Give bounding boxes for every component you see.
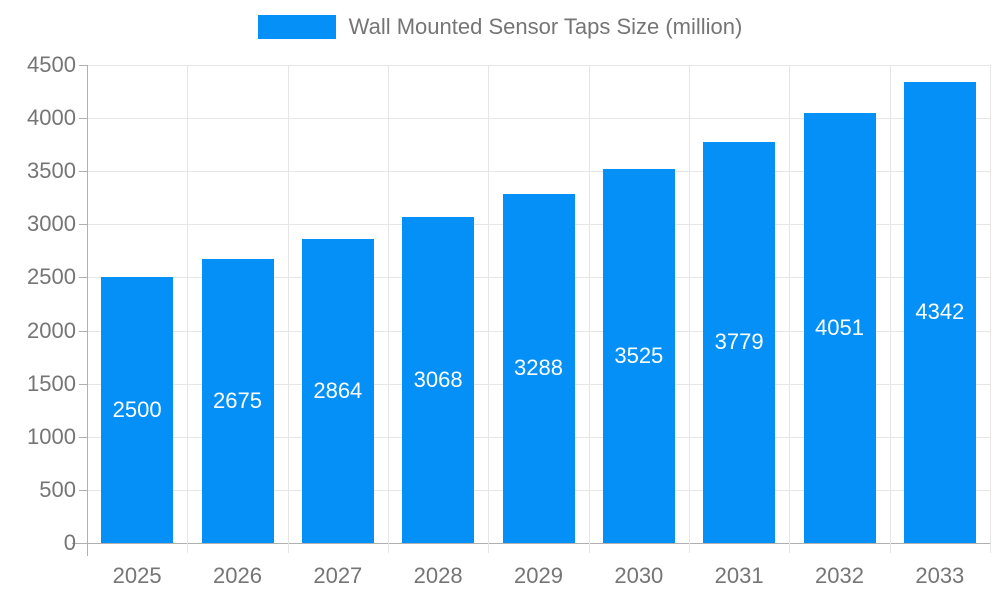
- x-tick-label: 2032: [815, 563, 864, 588]
- bar: [703, 141, 776, 543]
- y-axis-tick: [79, 330, 87, 332]
- bar-value-label: 3288: [514, 355, 563, 381]
- x-tick-label: 2026: [213, 563, 262, 588]
- bar-value-label: 3068: [413, 367, 463, 393]
- bar: [301, 238, 374, 543]
- y-tick-label: 2500: [27, 264, 76, 290]
- y-axis-tick: [79, 436, 87, 438]
- gridline-vertical: [287, 65, 289, 553]
- y-axis-tick: [79, 118, 87, 120]
- x-axis-line: [72, 543, 990, 544]
- bar-value-label: 2675: [213, 387, 262, 413]
- y-tick-label: 4000: [27, 105, 76, 131]
- x-tick-label: 2028: [413, 563, 463, 588]
- bar-value-label: 4051: [815, 314, 864, 340]
- x-tick-label: 2031: [714, 563, 764, 588]
- bar-value-label: 2864: [313, 377, 363, 403]
- gridline-vertical: [488, 65, 490, 553]
- gridline-horizontal: [87, 171, 990, 173]
- y-tick-label: 4500: [27, 52, 76, 77]
- gridline-horizontal: [87, 118, 990, 120]
- chart-legend: Wall Mounted Sensor Taps Size (million): [0, 14, 1000, 40]
- y-tick-label: 500: [39, 476, 76, 502]
- y-axis-tick: [79, 383, 87, 385]
- y-axis-tick: [79, 224, 87, 226]
- bar-value-label: 4342: [915, 299, 965, 325]
- gridline-vertical: [990, 65, 991, 553]
- gridline-vertical: [187, 65, 189, 553]
- y-tick-label: 1000: [27, 423, 76, 449]
- gridline-vertical: [588, 65, 590, 553]
- x-tick-label: 2027: [313, 563, 363, 588]
- gridline-horizontal: [87, 65, 990, 66]
- legend-swatch: [257, 15, 336, 39]
- gridline-vertical: [388, 65, 389, 553]
- y-axis-tick: [79, 277, 87, 279]
- bar: [502, 193, 575, 543]
- bar: [903, 81, 976, 543]
- x-tick-label: 2030: [614, 563, 664, 588]
- y-tick-label: 0: [63, 530, 76, 555]
- bar: [101, 277, 174, 543]
- gridline-vertical: [689, 65, 690, 553]
- y-tick-label: 3500: [27, 158, 76, 184]
- x-tick-label: 2025: [112, 563, 162, 588]
- bar: [803, 112, 876, 543]
- y-tick-label: 2000: [27, 317, 76, 343]
- bar-value-label: 2500: [112, 397, 162, 423]
- y-axis-tick: [79, 65, 87, 66]
- y-axis-tick: [79, 489, 87, 491]
- bar-value-label: 3779: [714, 329, 764, 355]
- x-tick-label: 2029: [514, 563, 563, 588]
- bar: [402, 217, 475, 543]
- legend-label: Wall Mounted Sensor Taps Size (million): [348, 14, 743, 39]
- bar: [201, 258, 274, 543]
- gridline-vertical: [789, 65, 791, 553]
- bar-value-label: 3525: [614, 342, 664, 368]
- y-tick-label: 1500: [27, 370, 76, 396]
- y-axis-line: [87, 65, 88, 556]
- y-axis-tick: [79, 171, 87, 173]
- x-tick-label: 2033: [915, 563, 965, 588]
- y-tick-label: 3000: [27, 211, 76, 237]
- gridline-vertical: [889, 65, 891, 553]
- bar: [602, 168, 675, 543]
